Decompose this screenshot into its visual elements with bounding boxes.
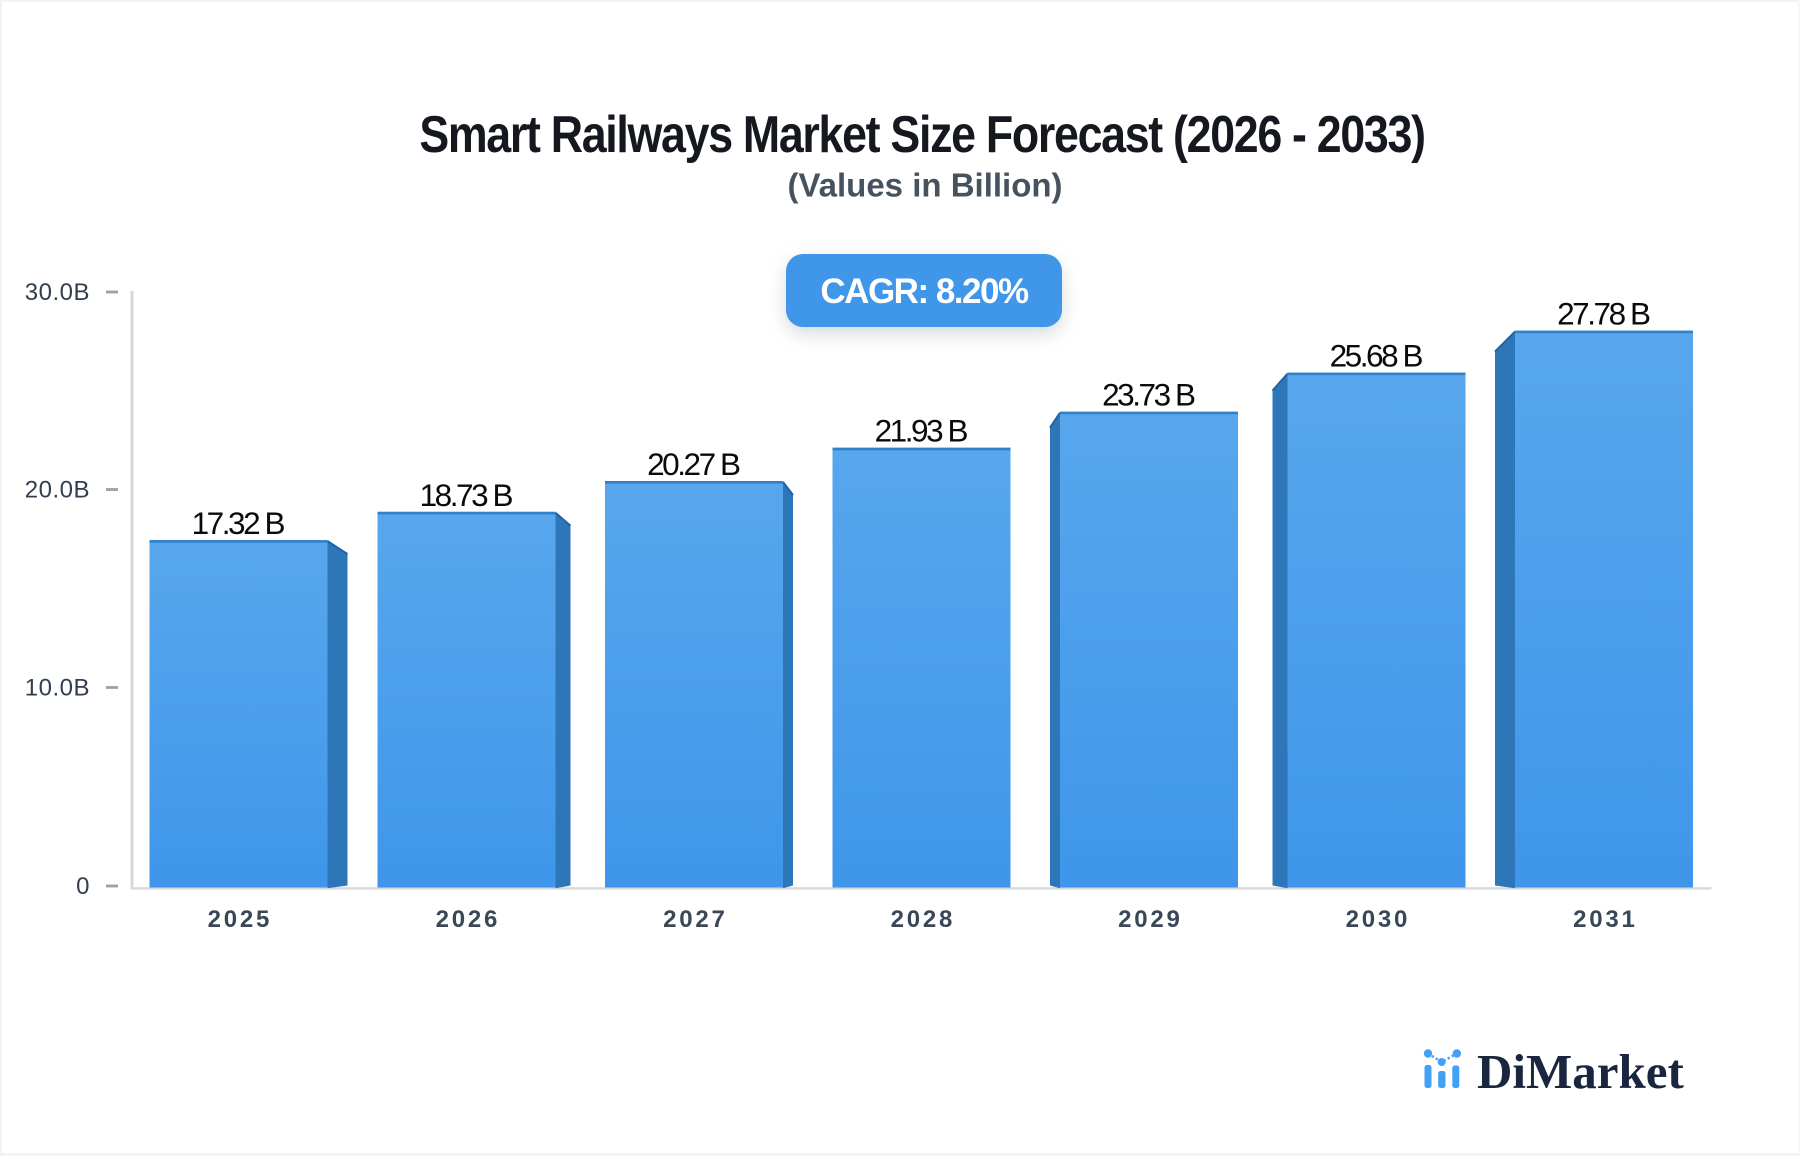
svg-text:CAGR: 8.20%: CAGR: 8.20% bbox=[820, 272, 1029, 311]
svg-text:30.0B: 30.0B bbox=[25, 279, 90, 306]
svg-text:10.0B: 10.0B bbox=[25, 675, 90, 702]
svg-text:(Values in Billion): (Values in Billion) bbox=[787, 167, 1062, 204]
svg-text:17.32 B: 17.32 B bbox=[192, 505, 285, 541]
svg-text:DiMarket: DiMarket bbox=[1477, 1044, 1684, 1099]
svg-text:2025: 2025 bbox=[208, 906, 273, 933]
svg-text:18.73 B: 18.73 B bbox=[420, 477, 513, 513]
svg-text:2026: 2026 bbox=[436, 906, 501, 933]
svg-text:2030: 2030 bbox=[1346, 906, 1411, 933]
svg-text:20.27 B: 20.27 B bbox=[647, 446, 740, 482]
svg-text:2031: 2031 bbox=[1573, 906, 1638, 933]
svg-text:21.93 B: 21.93 B bbox=[875, 413, 968, 449]
svg-text:27.78 B: 27.78 B bbox=[1557, 296, 1650, 332]
svg-text:25.68 B: 25.68 B bbox=[1330, 338, 1423, 374]
svg-text:23.73 B: 23.73 B bbox=[1102, 377, 1195, 413]
svg-text:2029: 2029 bbox=[1118, 906, 1183, 933]
svg-text:2028: 2028 bbox=[891, 906, 956, 933]
svg-text:0: 0 bbox=[76, 873, 90, 900]
svg-text:20.0B: 20.0B bbox=[25, 477, 90, 504]
svg-text:2027: 2027 bbox=[663, 906, 728, 933]
svg-text:Smart Railways Market Size For: Smart Railways Market Size Forecast (202… bbox=[419, 106, 1424, 164]
